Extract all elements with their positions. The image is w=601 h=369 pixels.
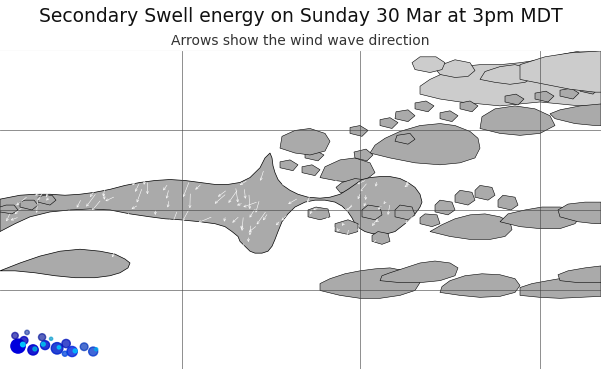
Circle shape: [63, 351, 67, 356]
Polygon shape: [535, 91, 554, 102]
Polygon shape: [380, 261, 458, 283]
Text: Arrows show the wind wave direction: Arrows show the wind wave direction: [171, 34, 430, 48]
Polygon shape: [415, 101, 434, 112]
Polygon shape: [362, 205, 382, 220]
Polygon shape: [305, 150, 324, 161]
Polygon shape: [475, 185, 495, 200]
Polygon shape: [372, 232, 390, 244]
Polygon shape: [0, 249, 130, 278]
Circle shape: [38, 334, 46, 341]
Polygon shape: [435, 200, 455, 215]
Circle shape: [41, 342, 45, 346]
Polygon shape: [395, 205, 415, 220]
Polygon shape: [480, 106, 555, 135]
Polygon shape: [440, 111, 458, 122]
Circle shape: [73, 349, 77, 353]
Circle shape: [11, 339, 25, 353]
Circle shape: [81, 343, 88, 351]
Circle shape: [33, 347, 37, 351]
Polygon shape: [320, 268, 420, 298]
Polygon shape: [455, 190, 475, 205]
Polygon shape: [558, 202, 601, 224]
Polygon shape: [0, 153, 422, 253]
Polygon shape: [336, 179, 375, 195]
Polygon shape: [302, 165, 320, 176]
Circle shape: [49, 337, 53, 340]
Polygon shape: [354, 149, 373, 161]
Polygon shape: [436, 60, 475, 77]
Polygon shape: [580, 81, 601, 94]
Polygon shape: [505, 94, 524, 105]
Polygon shape: [460, 101, 478, 112]
Polygon shape: [560, 88, 579, 99]
Polygon shape: [335, 220, 358, 235]
Text: Secondary Swell energy on Sunday 30 Mar at 3pm MDT: Secondary Swell energy on Sunday 30 Mar …: [38, 7, 563, 26]
Polygon shape: [395, 133, 415, 144]
Polygon shape: [38, 195, 56, 205]
Circle shape: [62, 339, 70, 348]
Circle shape: [12, 332, 18, 339]
Polygon shape: [500, 207, 580, 229]
Polygon shape: [320, 158, 375, 183]
Polygon shape: [280, 160, 298, 171]
Circle shape: [88, 347, 98, 356]
Polygon shape: [550, 104, 601, 125]
Polygon shape: [440, 274, 520, 297]
Polygon shape: [420, 214, 440, 227]
Polygon shape: [498, 195, 518, 210]
Circle shape: [25, 330, 29, 335]
Circle shape: [40, 341, 50, 349]
Circle shape: [51, 342, 63, 354]
Polygon shape: [520, 51, 601, 92]
Circle shape: [20, 342, 25, 347]
Circle shape: [67, 346, 78, 356]
Polygon shape: [412, 57, 445, 73]
Polygon shape: [20, 200, 38, 210]
Polygon shape: [350, 125, 368, 136]
Circle shape: [94, 348, 98, 351]
Polygon shape: [370, 124, 480, 165]
Polygon shape: [0, 205, 18, 214]
Polygon shape: [520, 276, 601, 298]
Polygon shape: [395, 110, 415, 122]
Circle shape: [28, 345, 38, 355]
Circle shape: [57, 346, 61, 349]
Polygon shape: [558, 266, 601, 283]
Polygon shape: [420, 51, 601, 106]
Polygon shape: [480, 65, 535, 84]
Polygon shape: [430, 214, 512, 239]
Polygon shape: [308, 207, 330, 220]
Polygon shape: [380, 118, 398, 128]
Circle shape: [20, 337, 28, 344]
Polygon shape: [280, 128, 330, 155]
